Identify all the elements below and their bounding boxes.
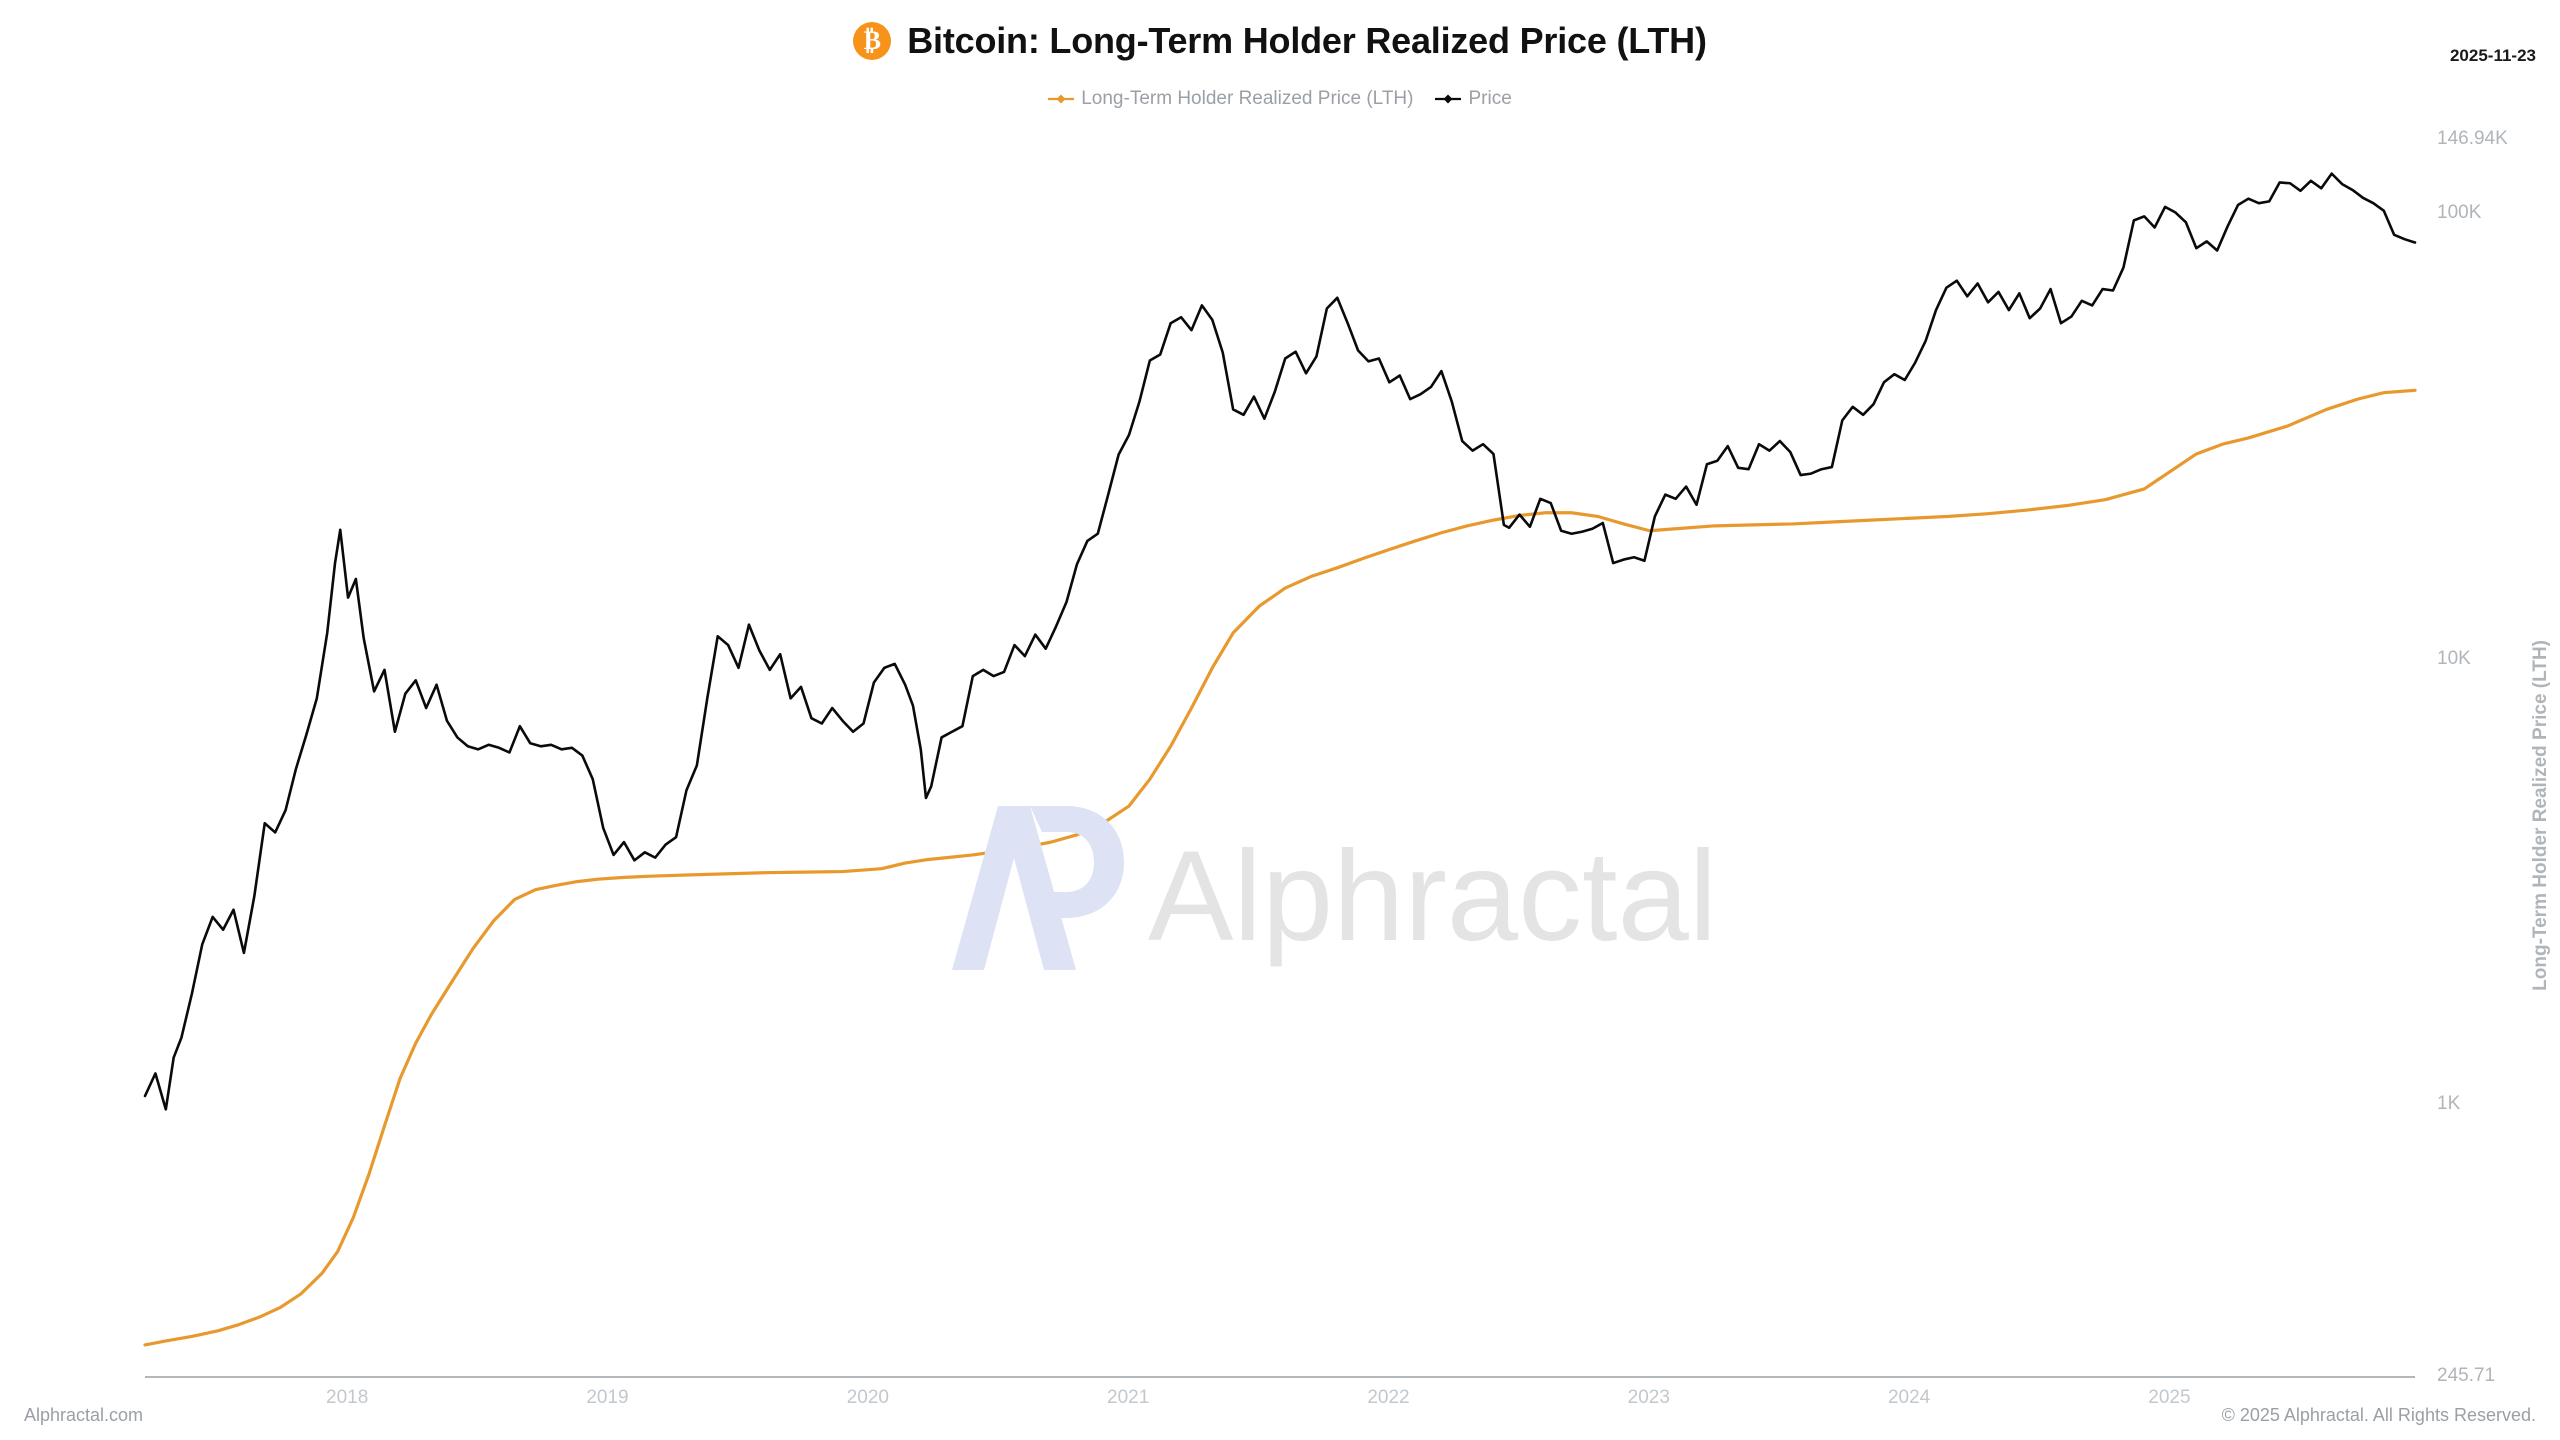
x-axis-tick-label: 2019	[586, 1387, 629, 1408]
chart-plot-area: Alphractal 146.94K 100K 10K 1K 245.71 20…	[0, 120, 2560, 1408]
x-axis-tick-label: 2025	[2148, 1387, 2191, 1408]
chart-legend: Long-Term Holder Realized Price (LTH) Pr…	[0, 88, 2560, 110]
legend-item-price[interactable]: Price	[1435, 88, 1512, 110]
date-stamp: 2025-11-23	[2449, 46, 2536, 65]
legend-marker-price-icon	[1435, 94, 1462, 104]
title-row: ₿ Bitcoin: Long-Term Holder Realized Pri…	[0, 20, 2560, 62]
y-axis-tick-label: 10K	[2437, 647, 2471, 669]
series-line-lth	[143, 388, 2417, 1347]
footer-site-label: Alphractal.com	[24, 1405, 144, 1425]
legend-label-price: Price	[1468, 88, 1512, 109]
page-title: Bitcoin: Long-Term Holder Realized Price…	[907, 20, 1707, 61]
legend-marker-lth-icon	[1048, 94, 1075, 104]
x-axis-tick-label: 2023	[1627, 1387, 1670, 1408]
x-axis-tick-label: 2024	[1887, 1387, 1931, 1408]
y-axis-tick-label: 245.71	[2437, 1365, 2496, 1386]
series-line-price	[143, 172, 2417, 1111]
x-axis-tick-label: 2022	[1367, 1387, 1410, 1408]
x-axis-tick-label: 2021	[1107, 1387, 1150, 1408]
chart-header: ₿ Bitcoin: Long-Term Holder Realized Pri…	[0, 0, 2560, 120]
x-axis-tick-label: 2020	[846, 1387, 889, 1408]
legend-label-lth: Long-Term Holder Realized Price (LTH)	[1081, 88, 1414, 109]
y-axis-title: Long-Term Holder Realized Price (LTH)	[2530, 640, 2551, 991]
y-axis-tick-label: 100K	[2437, 202, 2482, 224]
footer-copyright: © 2025 Alphractal. All Rights Reserved.	[2221, 1405, 2536, 1425]
chart-svg	[143, 172, 2417, 1378]
bitcoin-icon: ₿	[853, 22, 892, 60]
y-axis-tick-label: 146.94K	[2437, 128, 2508, 149]
x-axis-tick-label: 2018	[326, 1387, 369, 1408]
legend-item-lth[interactable]: Long-Term Holder Realized Price (LTH)	[1048, 88, 1413, 110]
y-axis-tick-label: 1K	[2437, 1093, 2461, 1115]
